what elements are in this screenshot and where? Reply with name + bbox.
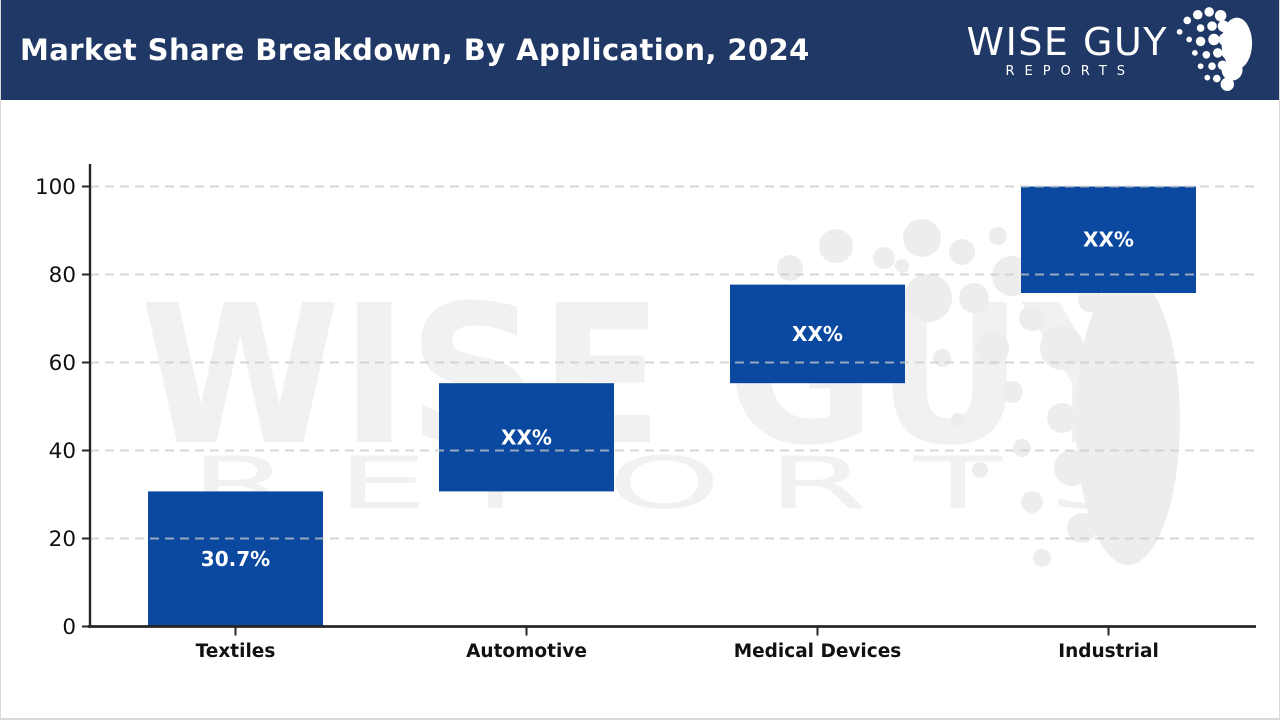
watermark-dot: [975, 331, 1009, 365]
watermark-dot: [989, 227, 1007, 245]
watermark-dot: [1021, 491, 1043, 513]
x-label-0: Textiles: [196, 641, 276, 662]
watermark-dot: [1001, 381, 1023, 403]
watermark-dot: [904, 274, 952, 322]
watermark-dot: [903, 219, 941, 257]
watermark-dot: [1040, 326, 1084, 370]
x-label-2: Medical Devices: [734, 641, 902, 662]
watermark-dot: [972, 462, 988, 478]
y-tick-label-60: 60: [49, 351, 76, 376]
bar-label-1: XX%: [501, 425, 552, 449]
watermark-dot: [951, 413, 965, 427]
y-tick-label-40: 40: [49, 439, 76, 464]
watermark-dot: [1067, 513, 1097, 543]
watermark-dot: [873, 247, 895, 269]
watermark-dot: [1047, 403, 1077, 433]
bar-label-0: 30.7%: [201, 547, 270, 571]
watermark-line2: R E P O R T S: [190, 441, 1140, 525]
logo-subtitle: REPORTS: [1005, 63, 1136, 79]
watermark-dot: [777, 255, 803, 281]
watermark-dot: [1013, 439, 1031, 457]
watermark-dot: [949, 239, 975, 265]
logo-text: WISE GUY REPORTS: [967, 23, 1168, 78]
header-bar: Market Share Breakdown, By Application, …: [0, 0, 1280, 100]
wise-guy-logo: WISE GUY REPORTS: [967, 5, 1254, 95]
y-tick-label-100: 100: [35, 175, 76, 200]
watermark-head: [1076, 275, 1180, 565]
bar-2: [730, 284, 905, 384]
bar-1: [439, 383, 614, 492]
page-title: Market Share Breakdown, By Application, …: [20, 33, 810, 67]
logo-head-icon: [1176, 7, 1253, 91]
y-tick-label-80: 80: [49, 263, 76, 288]
bar-label-2: XX%: [792, 322, 843, 346]
y-tick-label-20: 20: [49, 527, 76, 552]
watermark-dot: [933, 349, 951, 367]
watermark-dot: [959, 283, 989, 313]
logo-wordmark: WISE GUY: [966, 19, 1168, 64]
watermark-dot: [819, 229, 853, 263]
watermark-dot: [895, 259, 909, 273]
bar-label-3: XX%: [1083, 228, 1134, 252]
x-label-3: Industrial: [1058, 641, 1159, 662]
watermark-dot: [1019, 305, 1045, 331]
y-tick-label-0: 0: [62, 615, 76, 640]
axes: [82, 164, 1256, 636]
watermark-dot: [1033, 549, 1051, 567]
bar-0: [148, 491, 323, 627]
x-label-1: Automotive: [466, 641, 587, 662]
